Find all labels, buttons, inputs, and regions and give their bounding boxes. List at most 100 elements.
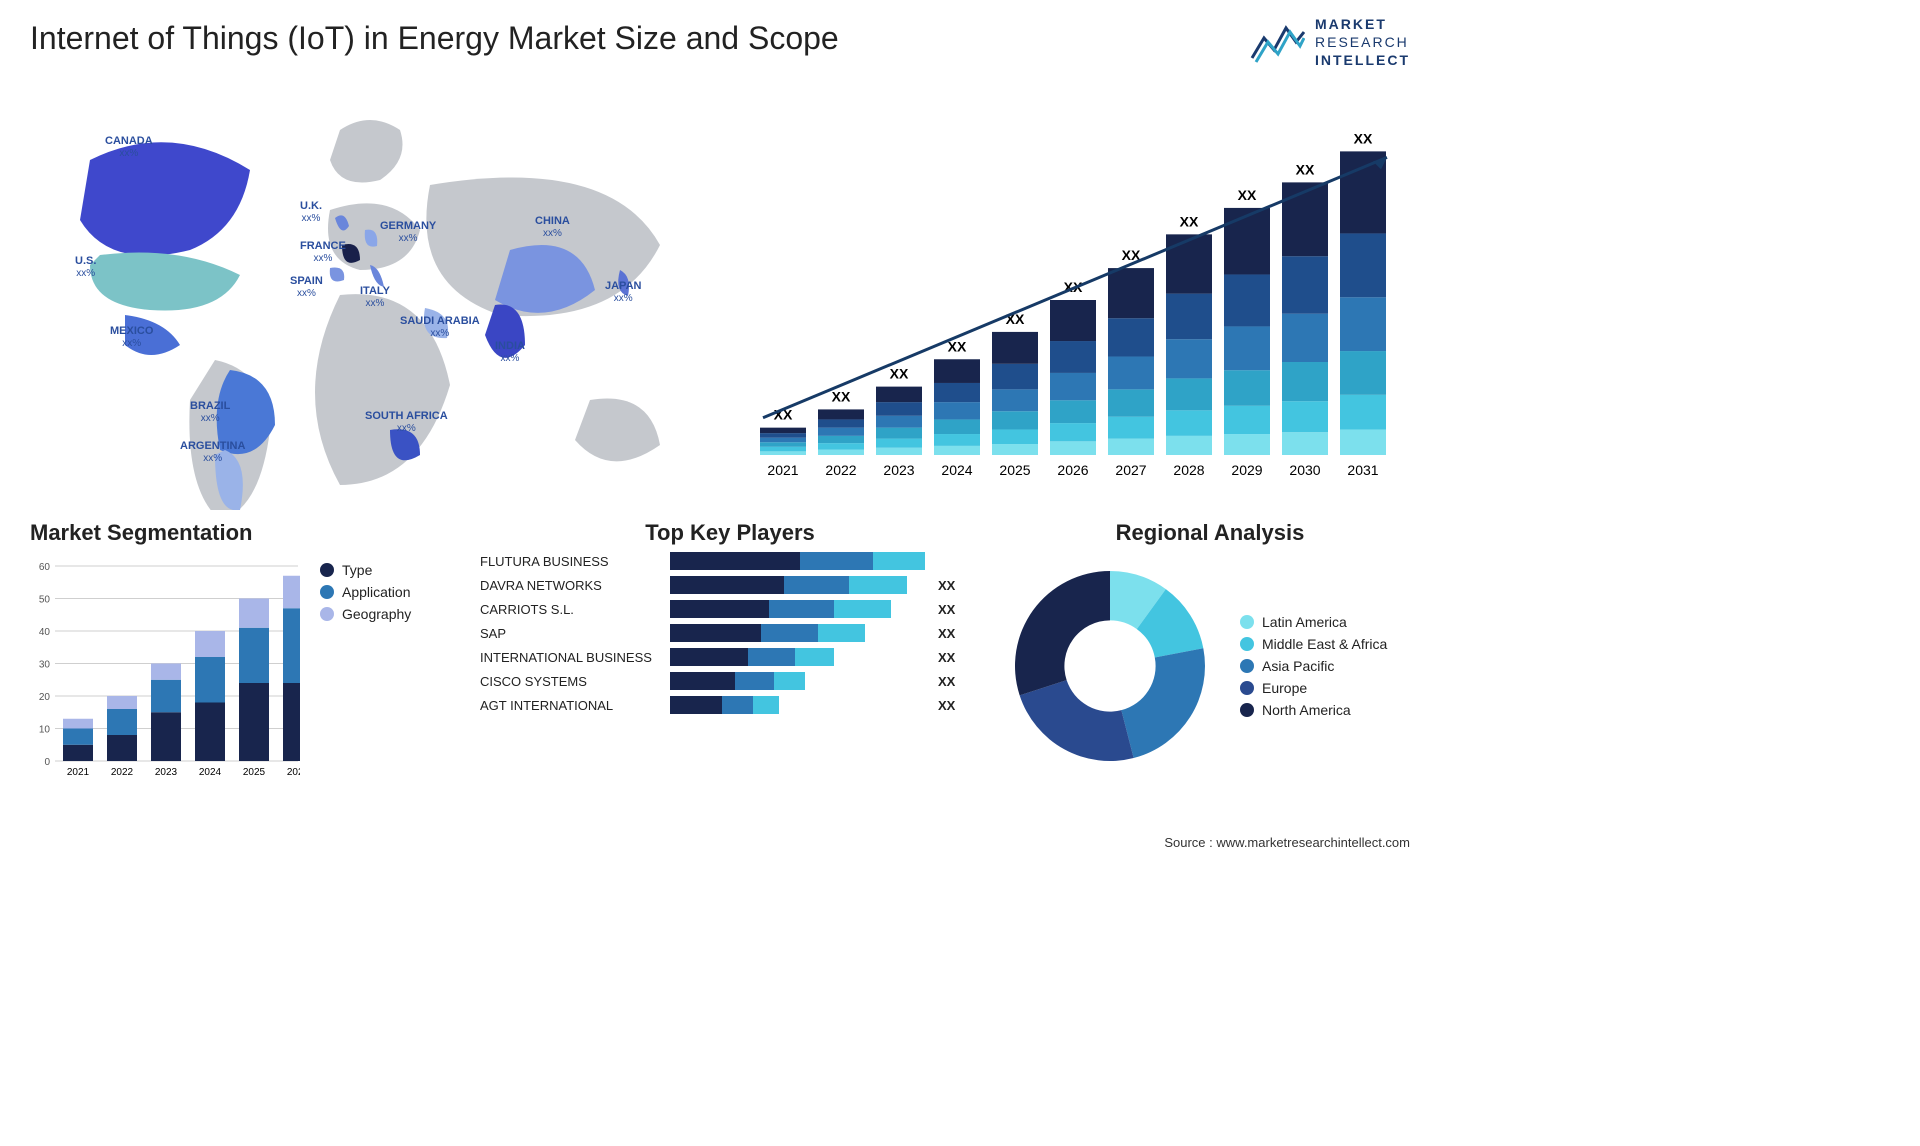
player-label: CISCO SYSTEMS <box>480 674 670 689</box>
svg-text:40: 40 <box>39 627 51 638</box>
growth-bar-segment <box>876 448 922 455</box>
growth-bar-value: XX <box>1180 213 1199 229</box>
player-bar-segment <box>670 648 748 666</box>
player-row: INTERNATIONAL BUSINESSXX <box>480 648 980 666</box>
growth-bar-segment <box>760 447 806 452</box>
regional-legend: Latin AmericaMiddle East & AfricaAsia Pa… <box>1240 608 1387 724</box>
growth-year-label: 2021 <box>767 462 798 478</box>
regional-legend-item: North America <box>1240 702 1387 718</box>
brand-logo: MARKET RESEARCH INTELLECT <box>1250 15 1410 70</box>
growth-bar-segment <box>818 450 864 455</box>
seg-bar-segment <box>195 631 225 657</box>
map-label-spain: SPAINxx% <box>290 275 323 299</box>
growth-bar-segment <box>760 451 806 455</box>
svg-text:30: 30 <box>39 660 51 671</box>
growth-bar-segment <box>1050 400 1096 423</box>
player-value: XX <box>938 674 955 689</box>
player-bar-segment <box>761 624 818 642</box>
map-label-mexico: MEXICOxx% <box>110 325 153 349</box>
seg-bar-segment <box>107 735 137 761</box>
player-bar <box>670 672 930 690</box>
growth-year-label: 2025 <box>999 462 1030 478</box>
growth-bar-segment <box>992 444 1038 455</box>
player-bar-segment <box>670 600 769 618</box>
player-label: FLUTURA BUSINESS <box>480 554 670 569</box>
player-row: SAPXX <box>480 624 980 642</box>
player-bar-segment <box>795 648 834 666</box>
player-bar-segment <box>769 600 834 618</box>
map-label-saudi-arabia: SAUDI ARABIAxx% <box>400 315 480 339</box>
player-bar <box>670 648 930 666</box>
growth-bar-segment <box>934 359 980 383</box>
player-bar-segment <box>873 552 925 570</box>
growth-bar-segment <box>1340 233 1386 297</box>
map-label-u.s.: U.S.xx% <box>75 255 96 279</box>
map-label-south-africa: SOUTH AFRICAxx% <box>365 410 448 434</box>
map-label-japan: JAPANxx% <box>605 280 641 304</box>
player-row: FLUTURA BUSINESS <box>480 552 980 570</box>
player-value: XX <box>938 626 955 641</box>
segmentation-panel: Market Segmentation 01020304050602021202… <box>30 520 430 786</box>
growth-year-label: 2030 <box>1289 462 1320 478</box>
growth-bar-segment <box>934 446 980 455</box>
player-bar-segment <box>722 696 753 714</box>
growth-bar-segment <box>1050 373 1096 400</box>
growth-bar-segment <box>1050 423 1096 441</box>
seg-bar-segment <box>239 683 269 761</box>
player-bar-segment <box>670 696 722 714</box>
growth-bar-segment <box>1282 401 1328 432</box>
growth-bar-segment <box>818 428 864 436</box>
svg-text:2023: 2023 <box>155 767 178 778</box>
player-bar-segment <box>834 600 891 618</box>
growth-bar-segment <box>1108 318 1154 356</box>
growth-bar-segment <box>1108 268 1154 318</box>
segmentation-legend: TypeApplicationGeography <box>320 556 411 786</box>
map-region-usa <box>90 253 240 311</box>
growth-bar-value: XX <box>1296 161 1315 177</box>
regional-panel: Regional Analysis Latin AmericaMiddle Ea… <box>1000 520 1420 776</box>
player-label: DAVRA NETWORKS <box>480 578 670 593</box>
donut-slice <box>1020 680 1134 761</box>
map-label-france: FRANCExx% <box>300 240 346 264</box>
growth-bar-segment <box>1282 314 1328 362</box>
world-map: CANADAxx%U.S.xx%MEXICOxx%BRAZILxx%ARGENT… <box>30 90 710 510</box>
growth-bar-segment <box>1224 274 1270 326</box>
map-region-greenland <box>330 120 403 183</box>
seg-bar-segment <box>107 696 137 709</box>
logo-line1: MARKET <box>1315 15 1410 33</box>
growth-bar-segment <box>992 389 1038 411</box>
growth-bar-segment <box>1050 441 1096 455</box>
growth-bar-segment <box>1340 429 1386 455</box>
growth-bar-segment <box>818 419 864 427</box>
growth-bar-segment <box>1224 434 1270 455</box>
growth-bar-segment <box>934 402 980 419</box>
map-label-germany: GERMANYxx% <box>380 220 436 244</box>
seg-legend-item: Type <box>320 562 411 578</box>
player-bar-segment <box>748 648 795 666</box>
growth-bar-segment <box>934 383 980 402</box>
growth-bar-segment <box>876 428 922 439</box>
growth-bar-segment <box>1050 300 1096 341</box>
player-bar-segment <box>800 552 873 570</box>
growth-bar-segment <box>1108 389 1154 416</box>
growth-bar-segment <box>992 411 1038 429</box>
regional-legend-item: Middle East & Africa <box>1240 636 1387 652</box>
growth-bar-segment <box>876 387 922 403</box>
player-bar-segment <box>753 696 779 714</box>
donut-slice <box>1121 648 1205 758</box>
growth-bar-segment <box>1282 182 1328 256</box>
growth-year-label: 2022 <box>825 462 856 478</box>
player-bar-segment <box>818 624 865 642</box>
player-bar-segment <box>670 576 784 594</box>
logo-icon <box>1250 20 1305 65</box>
player-bar <box>670 600 930 618</box>
seg-bar-segment <box>63 719 93 729</box>
growth-bar-segment <box>1224 370 1270 406</box>
growth-bar-chart: XX2021XX2022XX2023XX2024XX2025XX2026XX20… <box>740 100 1410 490</box>
growth-year-label: 2026 <box>1057 462 1088 478</box>
svg-text:2025: 2025 <box>243 767 266 778</box>
growth-bar-segment <box>992 332 1038 364</box>
player-bar-segment <box>774 672 805 690</box>
logo-line2: RESEARCH <box>1315 33 1410 51</box>
svg-text:2026: 2026 <box>287 767 300 778</box>
